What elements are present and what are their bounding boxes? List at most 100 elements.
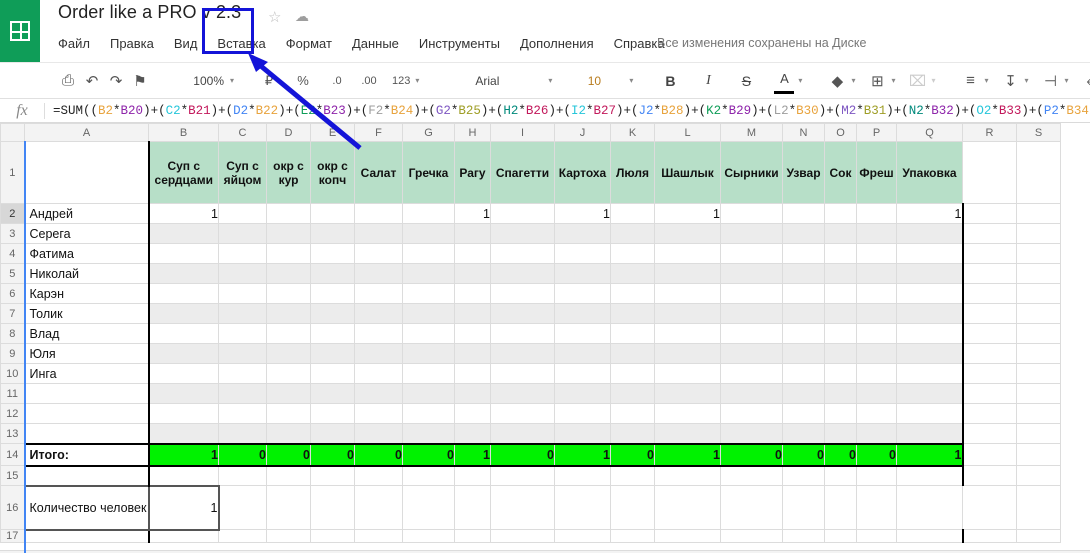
cell-O14[interactable]: 0 [824,442,857,467]
cell-S8[interactable] [1016,323,1061,344]
cell-N3[interactable] [782,223,825,244]
cell-O2[interactable] [824,203,857,224]
cell-F11[interactable] [354,383,403,404]
cell-N12[interactable] [782,403,825,424]
cell-E15[interactable] [310,465,355,486]
cell-A15[interactable] [23,465,150,486]
cell-S7[interactable] [1016,303,1061,324]
cell-P8[interactable] [856,323,897,344]
cell-B2[interactable]: 1 [148,203,219,224]
undo-icon[interactable]: ↶ [85,72,99,90]
cell-M14[interactable]: 0 [720,442,783,467]
cell-L9[interactable] [654,343,721,364]
cell-F14[interactable]: 0 [354,442,403,467]
cell-L4[interactable] [654,243,721,264]
cell-I16[interactable] [490,485,555,530]
chevron-down-icon-valign[interactable]: ▾ [1024,76,1029,85]
cell-R5[interactable] [962,263,1017,284]
row-header-9[interactable]: 9 [0,343,25,364]
row-header-17[interactable]: 17 [0,529,25,543]
cell-Q2[interactable]: 1 [896,203,964,224]
cell-O11[interactable] [824,383,857,404]
cell-H4[interactable] [454,243,491,264]
table-row[interactable]: 5 Николай [0,263,1061,284]
column-header-G[interactable]: G [402,123,455,142]
table-row[interactable]: 4 Фатима [0,243,1061,264]
cell-G6[interactable] [402,283,455,304]
more-formats-button[interactable]: 123 [392,74,411,87]
cell-R12[interactable] [962,403,1017,424]
column-header-N[interactable]: N [782,123,825,142]
cell-D1[interactable]: окр с кур [266,141,311,204]
cell-K17[interactable] [610,529,655,543]
table-row[interactable]: 3 Серега [0,223,1061,244]
cell-N14[interactable]: 0 [782,442,825,467]
row-header-1[interactable]: 1 [0,141,25,204]
cell-C16[interactable] [218,485,267,530]
cell-A6[interactable]: Карэн [23,283,150,304]
cell-H11[interactable] [454,383,491,404]
cell-B10[interactable] [148,363,219,384]
cell-D12[interactable] [266,403,311,424]
paint-format-icon[interactable]: ⚑ [133,72,147,90]
star-icon[interactable]: ☆ [268,9,282,26]
cell-S15[interactable] [1016,465,1061,486]
cell-C2[interactable] [218,203,267,224]
cell-B9[interactable] [148,343,219,364]
cell-Q7[interactable] [896,303,964,324]
cell-C10[interactable] [218,363,267,384]
cell-I13[interactable] [490,423,555,444]
cell-K5[interactable] [610,263,655,284]
cell-J11[interactable] [554,383,611,404]
cell-J3[interactable] [554,223,611,244]
cell-S17[interactable] [1016,529,1061,543]
table-row[interactable]: 13 [0,423,1061,444]
cell-C7[interactable] [218,303,267,324]
print-icon[interactable]: ⎙ [61,72,74,89]
cell-L5[interactable] [654,263,721,284]
cell-J1[interactable]: Картоха [554,141,611,204]
cell-F2[interactable] [354,203,403,224]
cell-B1[interactable]: Суп с сердцами [148,141,219,204]
cell-Q15[interactable] [896,465,964,486]
cell-A9[interactable]: Юля [23,343,150,364]
percent-format-button[interactable]: % [297,73,309,88]
cell-L13[interactable] [654,423,721,444]
cell-O13[interactable] [824,423,857,444]
cell-S11[interactable] [1016,383,1061,404]
cell-O8[interactable] [824,323,857,344]
row-header-4[interactable]: 4 [0,243,25,264]
cell-S6[interactable] [1016,283,1061,304]
vertical-align-icon[interactable]: ↧ [1004,72,1017,90]
column-header-E[interactable]: E [310,123,355,142]
cell-A1[interactable] [23,141,150,204]
column-header-R[interactable]: R [962,123,1017,142]
menu-item-format[interactable]: Формат [285,36,332,51]
cell-E5[interactable] [310,263,355,284]
cell-C17[interactable] [218,529,267,543]
cell-F9[interactable] [354,343,403,364]
cell-A14[interactable]: Итого: [23,442,150,467]
cell-I15[interactable] [490,465,555,486]
cell-E9[interactable] [310,343,355,364]
cell-N9[interactable] [782,343,825,364]
cell-P14[interactable]: 0 [856,442,897,467]
cell-M15[interactable] [720,465,783,486]
cell-D8[interactable] [266,323,311,344]
cell-O1[interactable]: Сок [824,141,857,204]
cell-D15[interactable] [266,465,311,486]
cell-I10[interactable] [490,363,555,384]
cell-B5[interactable] [148,263,219,284]
cell-K9[interactable] [610,343,655,364]
cell-B3[interactable] [148,223,219,244]
row-header-13[interactable]: 13 [0,423,25,444]
cell-H5[interactable] [454,263,491,284]
cell-M16[interactable] [720,485,783,530]
cell-F1[interactable]: Салат [354,141,403,204]
cell-L11[interactable] [654,383,721,404]
cell-P1[interactable]: Фреш [856,141,897,204]
cell-G1[interactable]: Гречка [402,141,455,204]
cell-C13[interactable] [218,423,267,444]
cell-L17[interactable] [654,529,721,543]
cell-N16[interactable] [782,485,825,530]
